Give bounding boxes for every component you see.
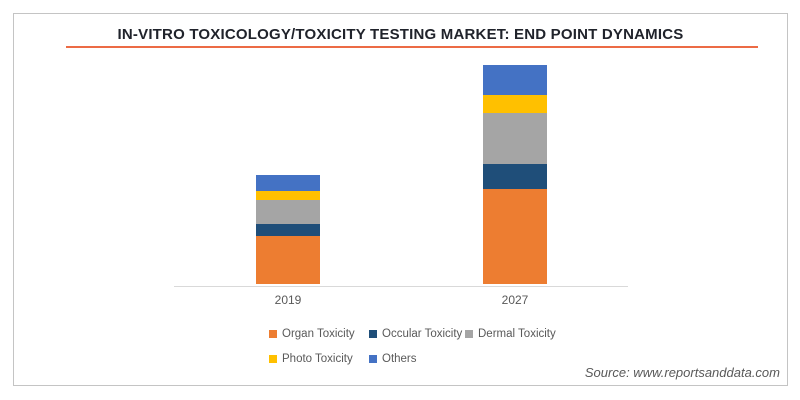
x-tick-label-2019: 2019 xyxy=(274,293,302,307)
bar-segment-photo-toxicity xyxy=(483,95,547,113)
bar-segment-occular-toxicity xyxy=(483,164,547,189)
legend-item-photo-toxicity: Photo Toxicity xyxy=(269,352,353,366)
stacked-bar-2027 xyxy=(483,65,547,284)
bar-segment-others xyxy=(483,65,547,95)
legend-swatch-photo-toxicity xyxy=(269,355,277,363)
legend-swatch-organ-toxicity xyxy=(269,330,277,338)
legend-swatch-others xyxy=(369,355,377,363)
bar-segment-organ-toxicity xyxy=(256,236,320,284)
bar-segment-dermal-toxicity xyxy=(256,200,320,224)
stacked-bar-2019 xyxy=(256,175,320,284)
chart-title: IN-VITRO TOXICOLOGY/TOXICITY TESTING MAR… xyxy=(117,26,684,43)
legend-item-organ-toxicity: Organ Toxicity xyxy=(269,327,355,341)
x-tick-label-2027: 2027 xyxy=(501,293,529,307)
legend-label-occular-toxicity: Occular Toxicity xyxy=(382,328,463,340)
title-divider-rule xyxy=(66,46,758,48)
legend-item-occular-toxicity: Occular Toxicity xyxy=(369,327,462,341)
legend-label-photo-toxicity: Photo Toxicity xyxy=(282,353,353,365)
bar-segment-dermal-toxicity xyxy=(483,113,547,164)
bar-segment-others xyxy=(256,175,320,191)
bar-segment-occular-toxicity xyxy=(256,224,320,236)
legend-item-others: Others xyxy=(369,352,417,366)
x-axis-line xyxy=(174,286,628,287)
legend-label-dermal-toxicity: Dermal Toxicity xyxy=(478,328,556,340)
chart-card: IN-VITRO TOXICOLOGY/TOXICITY TESTING MAR… xyxy=(13,13,788,386)
legend-swatch-dermal-toxicity xyxy=(465,330,473,338)
legend-label-others: Others xyxy=(382,353,417,365)
legend-label-organ-toxicity: Organ Toxicity xyxy=(282,328,355,340)
legend-swatch-occular-toxicity xyxy=(369,330,377,338)
legend-item-dermal-toxicity: Dermal Toxicity xyxy=(465,327,556,341)
source-credit: Source: www.reportsanddata.com xyxy=(584,365,780,380)
bar-segment-organ-toxicity xyxy=(483,189,547,284)
bar-segment-photo-toxicity xyxy=(256,191,320,200)
